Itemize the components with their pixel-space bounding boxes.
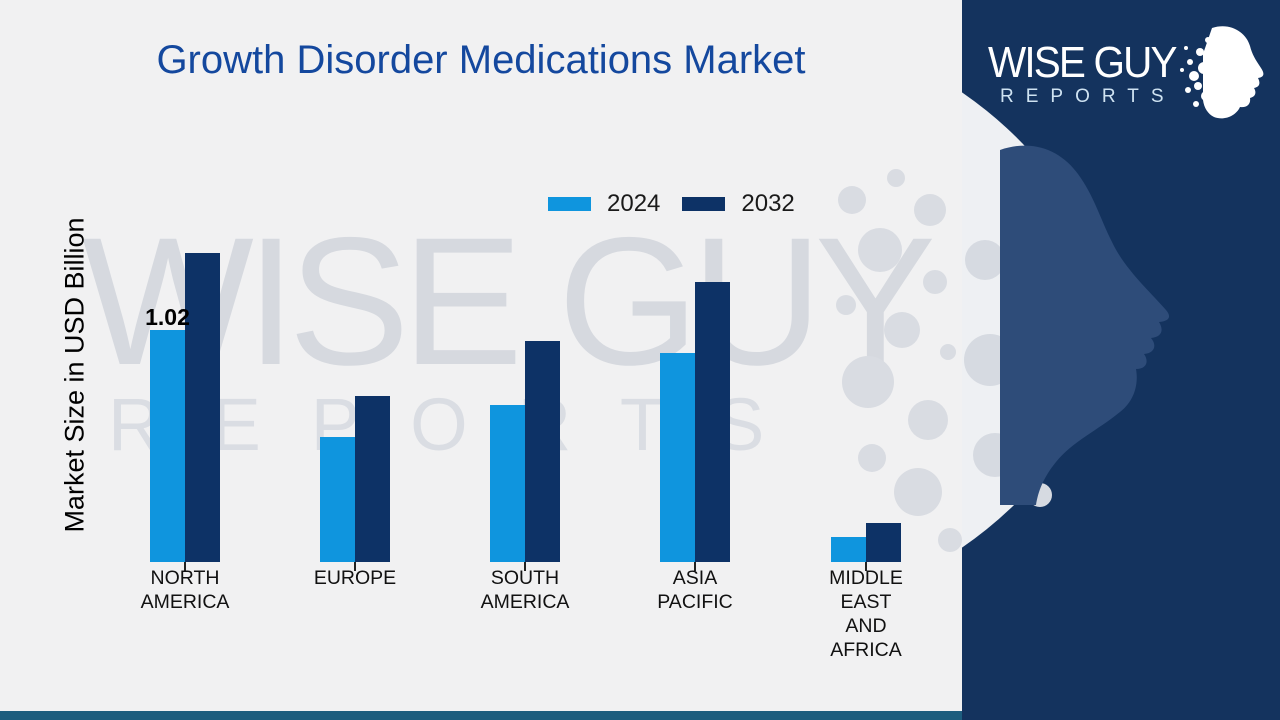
- logo-wiseguy-text: WISE GUY: [988, 38, 1178, 87]
- legend-swatch-2032: [682, 197, 726, 211]
- legend-item-2032: 2032: [682, 190, 795, 218]
- brand-band: [962, 0, 1280, 720]
- chart-title: Growth Disorder Medications Market: [156, 38, 806, 82]
- bar-2024-south-america: [490, 405, 525, 562]
- wise-guy-reports-logo: WISE GUY REPORTS: [962, 0, 1280, 160]
- plot-area: NORTH AMERICA EUROPE SOUTH AMERICA ASIA PAC…: [140, 253, 903, 661]
- bar-2032-north-america: [185, 253, 220, 562]
- decor-face-profile: [1000, 145, 1170, 505]
- logo-reports-text: REPORTS: [1000, 86, 1176, 107]
- x-axis-tick: [694, 562, 696, 571]
- bar-2032-europe: [355, 396, 390, 562]
- bar-2024-asia-pacific: [660, 353, 695, 562]
- legend-item-2024: 2024: [548, 190, 660, 218]
- bar-value-label: 1.02: [145, 304, 190, 330]
- bar-2024-europe: [320, 437, 355, 562]
- legend-swatch-2024: [548, 197, 591, 211]
- x-axis-tick: [524, 562, 526, 571]
- category-label-south-america: SOUTH AMERICA: [480, 567, 570, 613]
- category-label-asia-pacific: ASIA PACIFIC: [657, 567, 733, 613]
- bar-2032-middle-east-and-africa: [866, 523, 901, 562]
- bar-2024-middle-east-and-africa: [831, 537, 866, 562]
- legend-label-2024: 2024: [607, 190, 661, 217]
- logo-dot-cluster: [1180, 29, 1221, 107]
- bottom-accent-strip: [0, 711, 962, 720]
- band-decor-graphic: [962, 92, 1170, 548]
- category-label-middle-east-and-africa: MIDDLE EAST AND AFRICA: [829, 567, 903, 661]
- x-axis-tick: [865, 562, 867, 571]
- bar-2032-asia-pacific: [695, 282, 730, 562]
- category-label-north-america: NORTH AMERICA: [140, 567, 230, 613]
- category-label-europe: EUROPE: [313, 567, 397, 589]
- bar-2032-south-america: [525, 341, 560, 562]
- x-axis-tick: [184, 562, 186, 571]
- bar-2024-north-america: [150, 330, 185, 562]
- legend-label-2032: 2032: [741, 190, 795, 217]
- legend: 2024 2032: [548, 190, 795, 218]
- logo-face-icon: [1180, 26, 1264, 119]
- x-axis-tick: [354, 562, 356, 571]
